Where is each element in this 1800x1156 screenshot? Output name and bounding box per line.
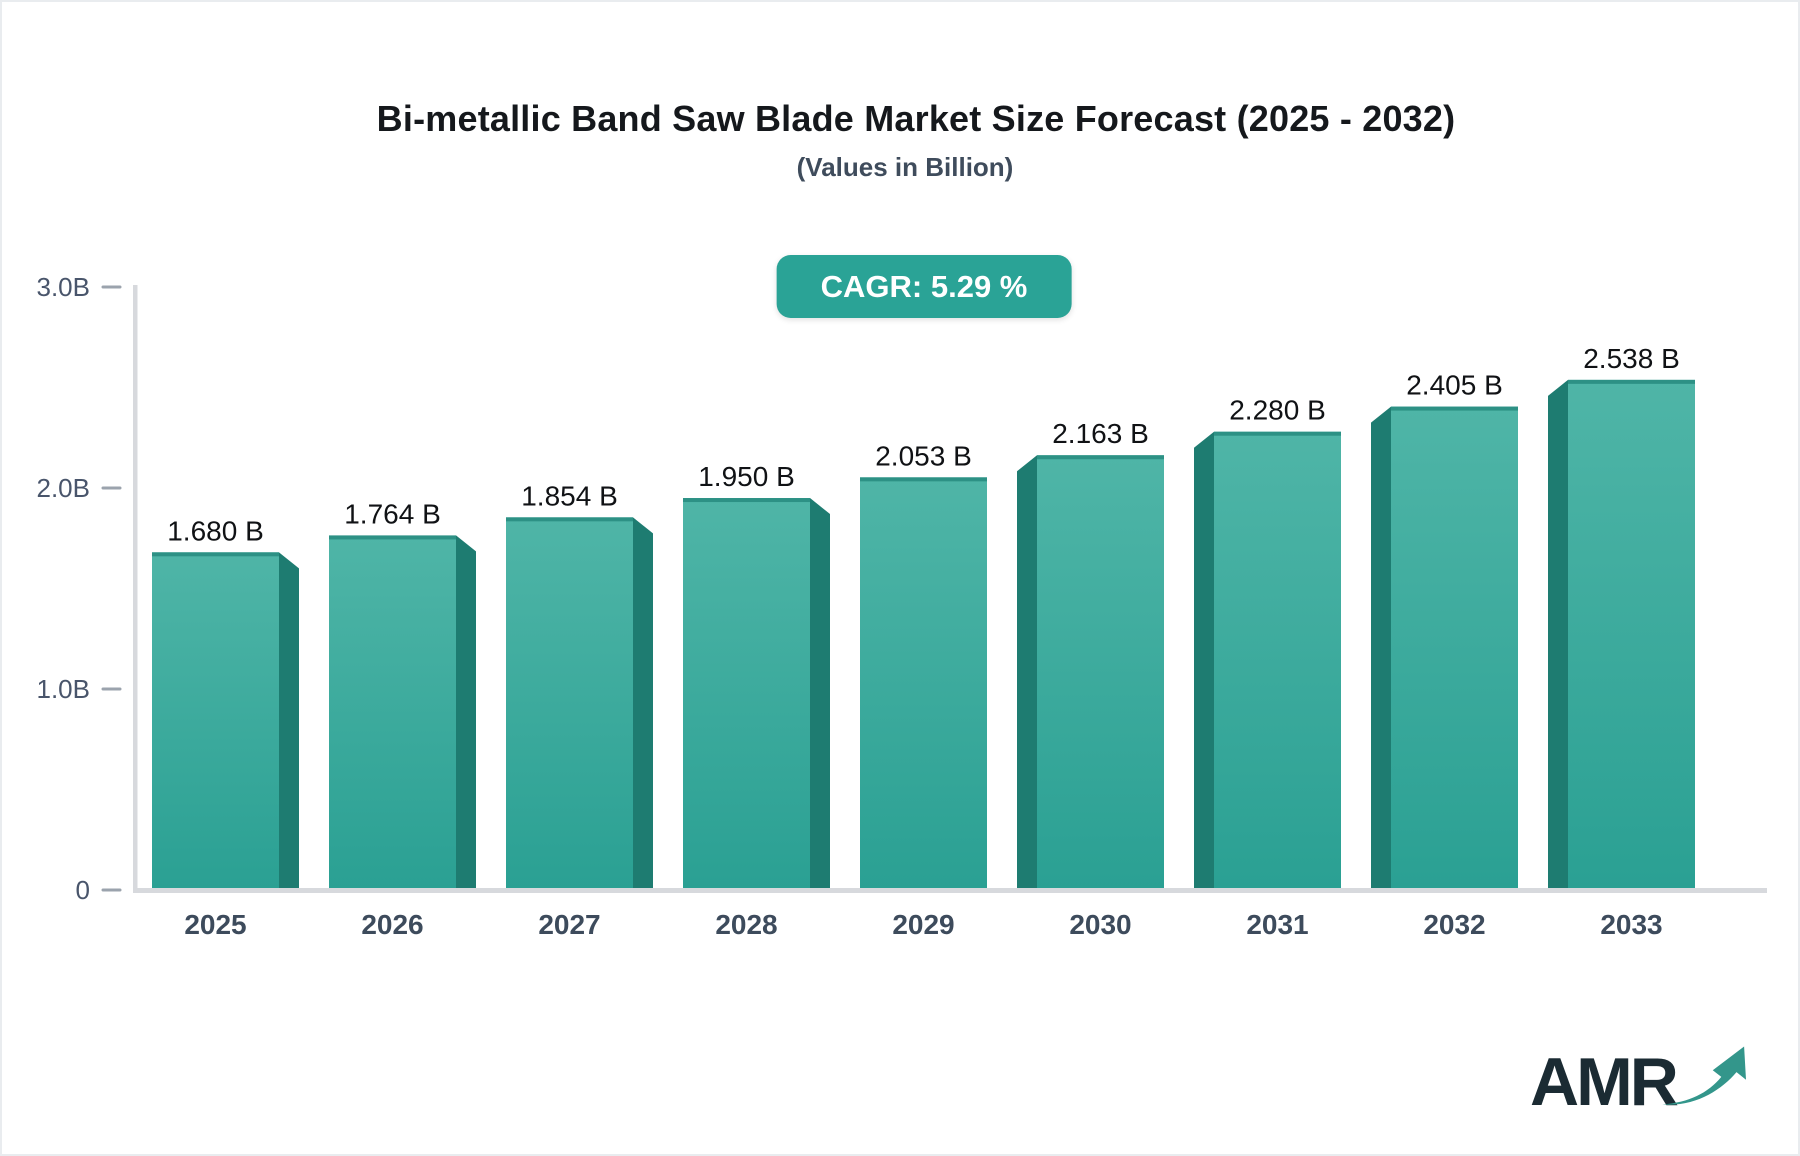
bar-face[interactable] (1391, 406, 1518, 891)
bar-face[interactable] (1568, 379, 1695, 891)
y-axis-ticks: 3.0B 2.0B 1.0B 0 (37, 272, 122, 905)
x-axis-label: 2028 (715, 909, 777, 940)
y-tick-label: 3.0B (37, 272, 91, 302)
bar-side-face[interactable] (1371, 406, 1391, 891)
bar-value-label: 2.163 B (1052, 418, 1149, 449)
chart-title: Bi-metallic Band Saw Blade Market Size F… (376, 98, 1456, 139)
bar-value-label: 1.950 B (698, 461, 795, 492)
bar-group-2030[interactable]: 2.163 B (1017, 418, 1164, 891)
bar-side-face[interactable] (279, 552, 299, 891)
x-axis-label: 2026 (361, 909, 423, 940)
amr-logo: AMR (1530, 1036, 1756, 1120)
bar-face[interactable] (329, 535, 456, 891)
bar-top-rim (506, 517, 633, 522)
bars-layer: 1.680 B 1.764 B 1.854 B 1.950 B 2.053 B 2.163… (152, 343, 1695, 891)
amr-logo-text: AMR (1530, 1044, 1679, 1120)
bar-top-rim (329, 535, 456, 540)
bar-top-rim (152, 552, 279, 557)
bar-face[interactable] (506, 517, 633, 891)
x-axis-label: 2027 (538, 909, 600, 940)
bar-face[interactable] (1037, 455, 1164, 891)
y-tick-label: 2.0B (37, 473, 91, 503)
bar-side-face[interactable] (810, 498, 830, 891)
growth-arrow-icon (1662, 1046, 1746, 1105)
y-tick-label: 0 (76, 875, 90, 905)
bar-group-2025[interactable]: 1.680 B (152, 515, 299, 891)
bar-top-rim (683, 498, 810, 503)
chart-subtitle: (Values in Billion) (796, 152, 1014, 182)
bar-group-2029[interactable]: 2.053 B (860, 440, 987, 891)
bar-value-label: 2.053 B (875, 440, 972, 471)
bar-side-face[interactable] (456, 535, 476, 891)
bar-value-label: 2.405 B (1406, 370, 1503, 401)
bar-top-rim (1214, 431, 1341, 436)
x-axis-label: 2029 (892, 909, 954, 940)
bar-value-label: 2.280 B (1229, 395, 1326, 426)
bar-group-2033[interactable]: 2.538 B (1548, 343, 1695, 891)
bar-side-face[interactable] (1194, 431, 1214, 891)
bar-group-2028[interactable]: 1.950 B (683, 461, 830, 891)
bar-face[interactable] (860, 477, 987, 891)
x-axis-line (133, 888, 1767, 893)
bar-value-label: 2.538 B (1583, 343, 1680, 374)
bar-face[interactable] (152, 552, 279, 891)
cagr-badge: CAGR: 5.29 % (776, 255, 1072, 318)
bar-value-label: 1.680 B (167, 515, 264, 546)
bar-side-face[interactable] (1017, 455, 1037, 891)
bar-side-face[interactable] (1548, 379, 1568, 891)
x-axis-labels: 2025 2026 2027 2028 2029 2030 2031 2032 2033 (184, 909, 1662, 940)
x-axis-label: 2025 (184, 909, 246, 940)
bar-value-label: 1.854 B (521, 480, 618, 511)
bar-top-rim (1037, 455, 1164, 460)
bar-group-2027[interactable]: 1.854 B (506, 480, 653, 891)
bar-group-2032[interactable]: 2.405 B (1371, 370, 1518, 891)
bar-top-rim (860, 477, 987, 482)
bar-side-face[interactable] (633, 517, 653, 891)
bar-top-rim (1568, 379, 1695, 384)
x-axis-label: 2033 (1600, 909, 1662, 940)
x-axis-label: 2030 (1069, 909, 1131, 940)
bar-value-label: 1.764 B (344, 498, 441, 529)
y-tick-label: 1.0B (37, 674, 91, 704)
x-axis-label: 2031 (1246, 909, 1308, 940)
bar-group-2026[interactable]: 1.764 B (329, 498, 476, 891)
bar-top-rim (1391, 406, 1518, 411)
bar-face[interactable] (1214, 431, 1341, 891)
bar-group-2031[interactable]: 2.280 B (1194, 395, 1341, 891)
bar-face[interactable] (683, 498, 810, 891)
y-axis-line (133, 285, 138, 893)
x-axis-label: 2032 (1423, 909, 1485, 940)
